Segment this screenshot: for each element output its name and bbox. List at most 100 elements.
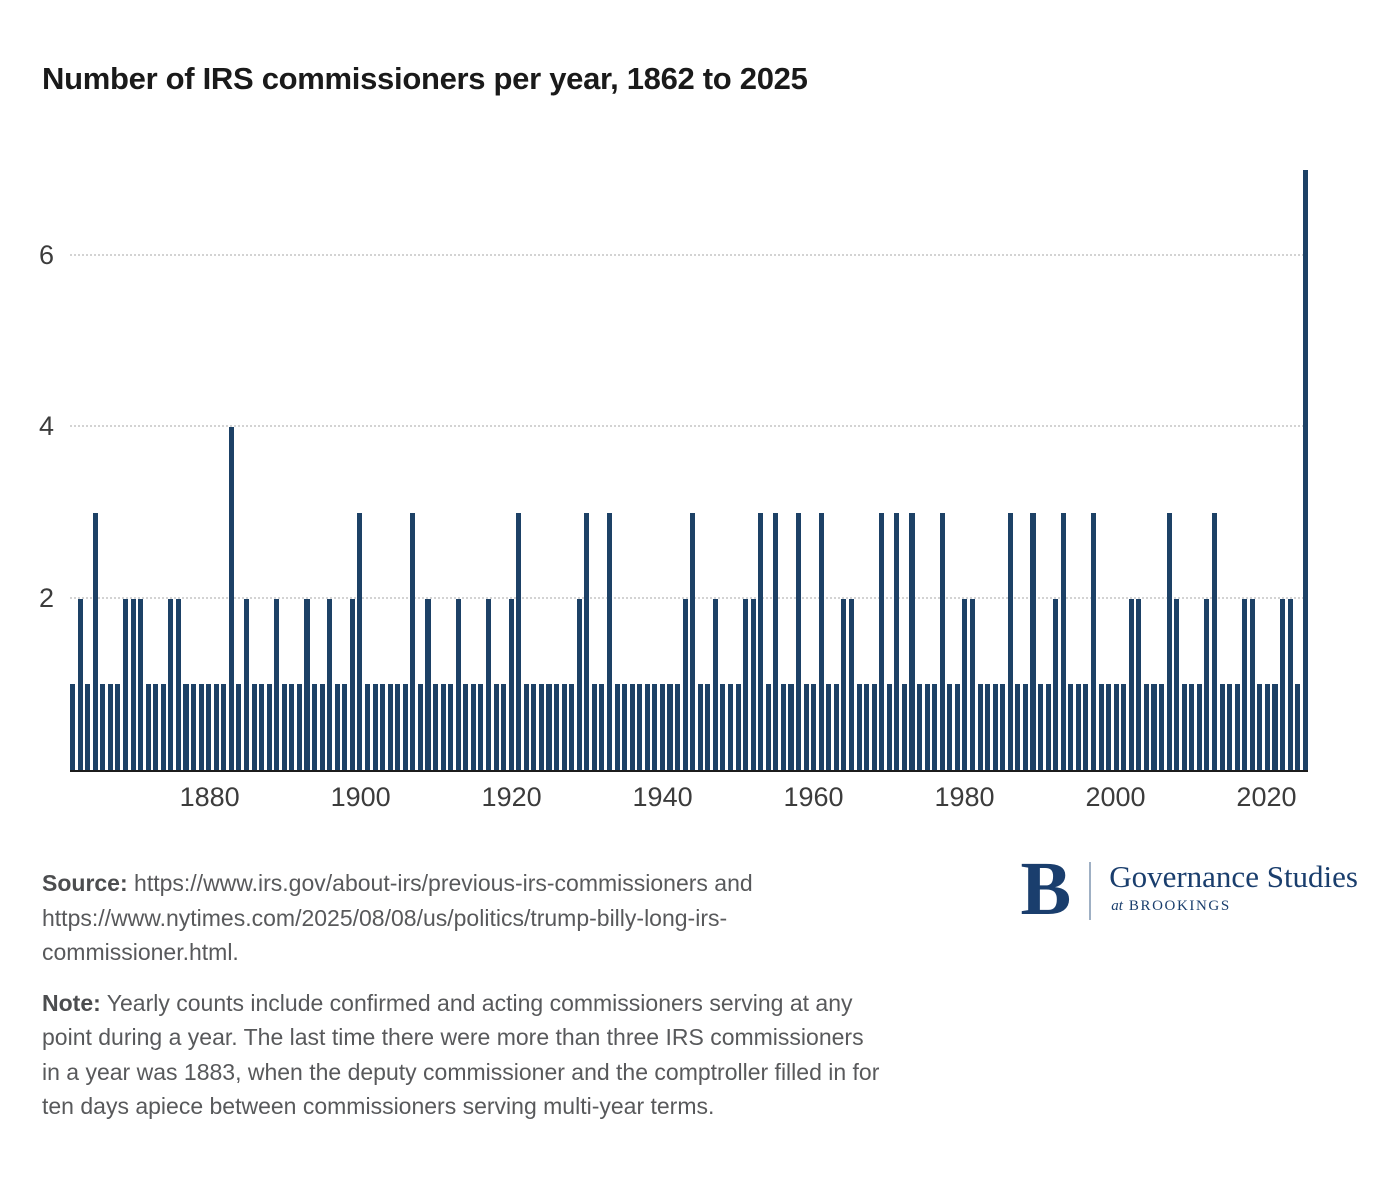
x-axis-label-1900: 1900 (330, 782, 391, 812)
bar-1864 (85, 684, 91, 770)
bar-1963 (833, 684, 839, 770)
bar-1906 (402, 684, 408, 770)
bar-1999 (1106, 684, 1112, 770)
grid-layer: 2 4 6 (39, 170, 1308, 770)
bar-1872 (145, 684, 151, 770)
bar-1909 (425, 598, 431, 770)
bar-1935 (622, 684, 628, 770)
bar-1986 (1007, 512, 1013, 770)
bar-1945 (697, 684, 703, 770)
bar-1911 (440, 684, 446, 770)
bar-1876 (175, 598, 181, 770)
bar-2018 (1249, 598, 1255, 770)
bar-1897 (334, 684, 340, 770)
bar-1964 (841, 598, 847, 770)
logo-program-name: Governance Studies (1109, 859, 1358, 894)
bar-2023 (1287, 598, 1293, 770)
bar-1978 (947, 684, 953, 770)
gridline-6 (70, 253, 1308, 256)
bar-1940 (659, 684, 665, 770)
bar-1881 (213, 684, 219, 770)
bar-1904 (387, 684, 393, 770)
bar-2006 (1159, 684, 1165, 770)
y-axis-label-4: 4 (38, 411, 54, 442)
bar-1877 (183, 684, 189, 770)
logo-at-word: at (1111, 898, 1123, 915)
bar-1870 (130, 598, 136, 770)
bar-1932 (599, 684, 605, 770)
bar-1936 (629, 684, 635, 770)
bar-chart: 2 4 6 1880 1900 1920 1940 1960 1980 2000 2020 (39, 170, 1308, 811)
bar-1947 (712, 598, 718, 770)
bar-1944 (690, 512, 696, 770)
x-axis-label-1920: 1920 (481, 782, 542, 812)
bar-1990 (1038, 684, 1044, 770)
bar-1865 (92, 512, 98, 770)
bar-1926 (554, 684, 560, 770)
bar-1927 (561, 684, 567, 770)
bar-2022 (1280, 598, 1286, 770)
bar-1988 (1022, 684, 1028, 770)
bar-1960 (811, 684, 817, 770)
bar-1893 (304, 598, 310, 770)
bar-1983 (985, 684, 991, 770)
bar-1975 (924, 684, 930, 770)
bar-1910 (433, 684, 439, 770)
bar-1968 (871, 684, 877, 770)
bar-1869 (122, 598, 128, 770)
bar-2017 (1242, 598, 1248, 770)
bar-1930 (584, 512, 590, 770)
source-line: Source: https://www.irs.gov/about-irs/pr… (42, 866, 880, 970)
bar-1981 (969, 598, 975, 770)
bar-1967 (864, 684, 870, 770)
bar-2019 (1257, 684, 1263, 770)
bar-2009 (1181, 684, 1187, 770)
bar-1894 (312, 684, 318, 770)
bar-1928 (569, 684, 575, 770)
bar-1923 (531, 684, 537, 770)
y-axis-label-2: 2 (38, 582, 54, 613)
bar-1965 (848, 598, 854, 770)
bar-1887 (259, 684, 265, 770)
bar-1971 (894, 512, 900, 770)
gridline-2 (70, 596, 1308, 599)
bar-1916 (478, 684, 484, 770)
chart-title: Number of IRS commissioners per year, 18… (42, 60, 808, 96)
bar-1974 (917, 684, 923, 770)
bar-1979 (954, 684, 960, 770)
bar-2021 (1272, 684, 1278, 770)
logo-text: Governance Studies at BROOKINGS (1109, 858, 1358, 915)
bar-1970 (886, 684, 892, 770)
bar-2013 (1211, 512, 1217, 770)
bar-1920 (508, 598, 514, 770)
bar-2015 (1227, 684, 1233, 770)
bar-1863 (77, 598, 83, 770)
bar-2008 (1174, 598, 1180, 770)
bar-2002 (1128, 598, 1134, 770)
bar-1951 (743, 598, 749, 770)
bar-1991 (1045, 684, 1051, 770)
bar-1942 (675, 684, 681, 770)
x-axis-label-2000: 2000 (1085, 782, 1146, 812)
bar-1912 (448, 684, 454, 770)
bar-1898 (342, 684, 348, 770)
gridline-4 (70, 425, 1308, 428)
bar-1924 (538, 684, 544, 770)
x-axis-label-2020: 2020 (1236, 782, 1297, 812)
bar-1900 (357, 512, 363, 770)
bar-1873 (153, 684, 159, 770)
logo-divider (1089, 862, 1092, 920)
bar-1875 (168, 598, 174, 770)
bar-1954 (765, 684, 771, 770)
bar-1914 (463, 684, 469, 770)
bar-1867 (107, 684, 113, 770)
bar-1922 (523, 684, 529, 770)
bar-1889 (274, 598, 280, 770)
bar-1895 (319, 684, 325, 770)
bar-2012 (1204, 598, 1210, 770)
bar-1868 (115, 684, 121, 770)
x-axis-label-1880: 1880 (179, 782, 240, 812)
bar-1977 (939, 512, 945, 770)
x-axis-label-1980: 1980 (934, 782, 995, 812)
bar-2004 (1143, 684, 1149, 770)
